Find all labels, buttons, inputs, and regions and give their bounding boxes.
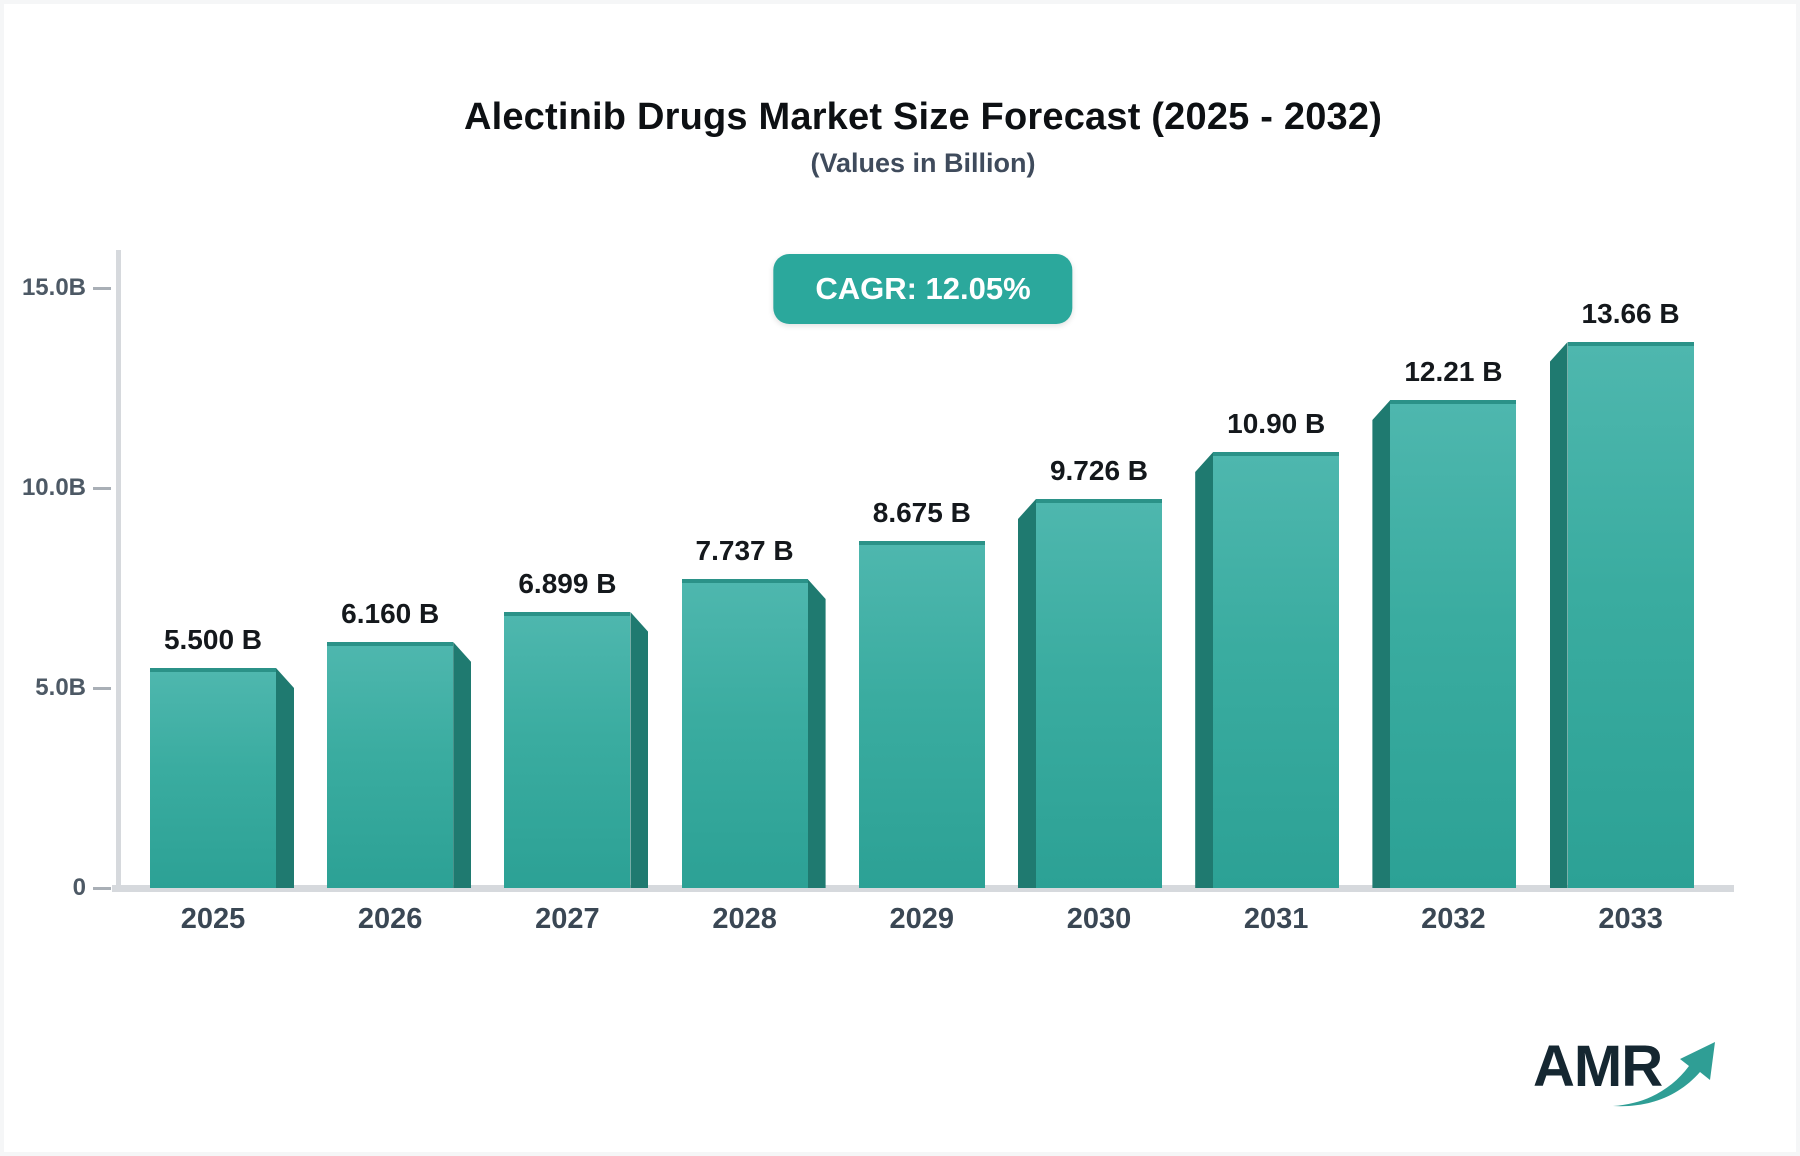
bar-face	[1390, 400, 1517, 888]
x-axis-label-2028: 2028	[712, 903, 777, 935]
bar-3d-side	[276, 668, 294, 888]
bar-face	[504, 612, 631, 888]
bar-value-label: 8.675 B	[872, 497, 971, 528]
growth-arrow-icon	[1613, 1042, 1715, 1107]
cagr-badge: CAGR: 12.05%	[773, 254, 1073, 324]
bar-face	[150, 668, 276, 888]
bar-face	[1567, 342, 1694, 888]
bar-2032	[1372, 400, 1517, 888]
y-axis-line	[116, 250, 121, 892]
bar-2027	[504, 612, 649, 888]
x-axis-label-2031: 2031	[1243, 903, 1309, 935]
y-tick-mark	[93, 487, 111, 490]
x-axis-label-2026: 2026	[357, 903, 423, 935]
y-tick-mark	[93, 287, 111, 290]
y-tick-mark	[93, 687, 111, 690]
bar-face	[681, 579, 808, 888]
bar-2028	[681, 579, 826, 888]
chart-title: Alectinib Drugs Market Size Forecast (20…	[463, 96, 1383, 138]
bar-3d-side	[1195, 452, 1214, 888]
amr-logo: AMR	[1533, 1036, 1723, 1116]
y-tick-label-15.0B: 15.0B	[21, 274, 86, 301]
bar-face	[858, 541, 985, 888]
chart-subtitle: (Values in Billion)	[810, 148, 1036, 178]
bar-3d-side	[453, 642, 472, 888]
bar-value-label: 12.21 B	[1404, 356, 1503, 387]
y-tick-label-0: 0	[72, 874, 86, 901]
x-axis-label-2027: 2027	[535, 903, 600, 935]
x-axis-label-2032: 2032	[1421, 903, 1486, 935]
bar-3d-side	[807, 579, 826, 888]
bar-2026	[327, 642, 472, 888]
bar-3d-side	[1372, 400, 1391, 888]
amr-logo-text: AMR	[1533, 1034, 1663, 1099]
x-axis-label-2025: 2025	[180, 903, 246, 935]
bar-3d-side	[1018, 499, 1036, 888]
bar-value-label: 6.899 B	[518, 568, 617, 599]
bar-2033	[1549, 342, 1694, 888]
bar-2025	[150, 668, 294, 888]
x-axis-label-2029: 2029	[889, 903, 955, 935]
bar-value-label: 5.500 B	[163, 624, 263, 655]
x-axis-label-2033: 2033	[1598, 903, 1663, 935]
bar-face	[1213, 452, 1340, 888]
bar-face	[327, 642, 454, 888]
bar-2031	[1195, 452, 1340, 888]
bar-value-label: 10.90 B	[1227, 408, 1326, 439]
x-axis-baseline	[112, 885, 1734, 892]
y-tick-label-10.0B: 10.0B	[21, 474, 86, 501]
bar-face	[1036, 499, 1162, 888]
bar-value-label: 13.66 B	[1581, 298, 1680, 329]
bar-2030	[1018, 499, 1162, 888]
x-axis-label-2030: 2030	[1066, 903, 1132, 935]
y-tick-label-5.0B: 5.0B	[35, 674, 86, 701]
bar-value-label: 9.726 B	[1049, 455, 1149, 486]
bar-3d-side	[1549, 342, 1568, 888]
bar-value-label: 7.737 B	[695, 535, 794, 566]
bar-3d-side	[630, 612, 649, 888]
y-tick-mark	[93, 887, 111, 890]
bar-value-label: 6.160 B	[341, 598, 440, 629]
bar-2029	[858, 541, 985, 888]
